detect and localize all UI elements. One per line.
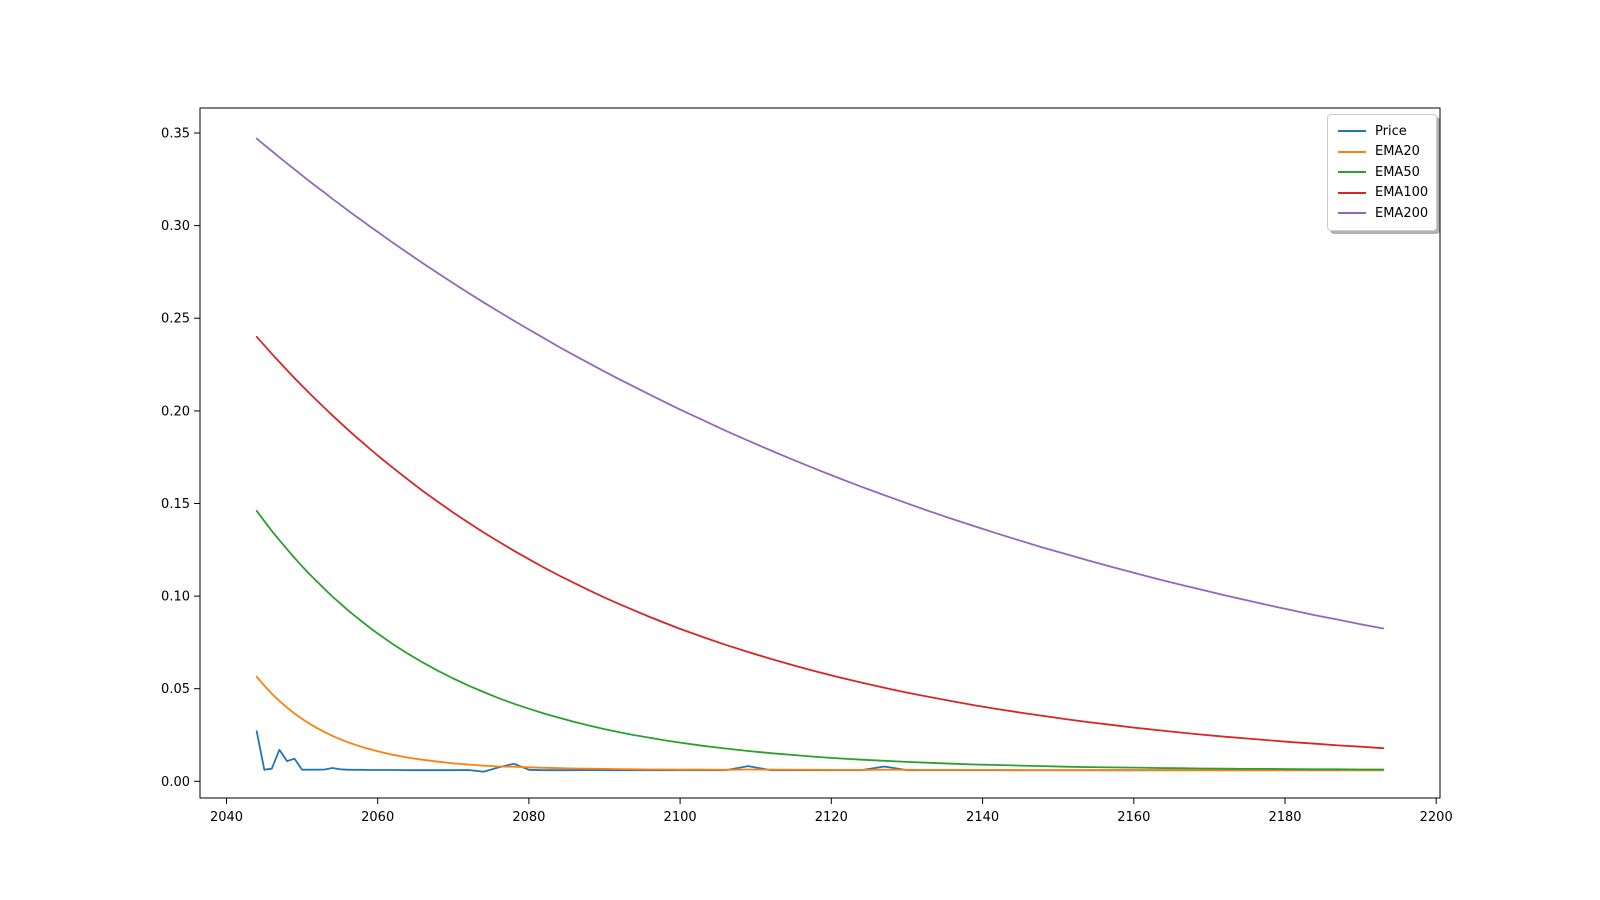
series-line-ema200 (255, 137, 1385, 630)
x-tick-label: 2040 (210, 810, 243, 825)
y-tick-label: 0.20 (161, 404, 190, 419)
x-tick-label: 2120 (815, 810, 848, 825)
legend-label: EMA50 (1375, 164, 1420, 180)
legend-item-ema20: EMA20 (1338, 142, 1426, 163)
x-tick-label: 2060 (361, 810, 394, 825)
x-tick-label: 2080 (512, 810, 545, 825)
legend-item-ema50: EMA50 (1338, 162, 1426, 183)
legend-item-ema200: EMA200 (1338, 203, 1429, 224)
legend-line-swatch (1338, 212, 1366, 215)
y-tick-label: 0.35 (161, 127, 190, 142)
legend-line-swatch (1338, 171, 1366, 174)
y-tick-label: 0.05 (161, 682, 190, 697)
x-tick-label: 2200 (1420, 810, 1453, 825)
y-tick-label: 0.10 (161, 590, 190, 605)
legend-label: EMA100 (1375, 185, 1429, 201)
legend: Price EMA20 EMA50 EMA100 EMA200 (1327, 114, 1437, 231)
legend-line-swatch (1338, 191, 1366, 194)
series-line-ema100 (255, 335, 1385, 750)
legend-line-swatch (1338, 150, 1366, 153)
series-line-ema50 (255, 509, 1385, 771)
x-tick-label: 2160 (1117, 810, 1150, 825)
x-tick-label: 2180 (1268, 810, 1301, 825)
y-tick-label: 0.00 (161, 775, 190, 790)
plot-border (199, 107, 1441, 799)
legend-label: Price (1375, 123, 1407, 139)
y-tick-label: 0.30 (161, 219, 190, 234)
legend-label: EMA200 (1375, 205, 1429, 221)
x-tick-label: 2100 (664, 810, 697, 825)
y-tick-label: 0.15 (161, 497, 190, 512)
x-tick-label: 2140 (966, 810, 999, 825)
legend-line-swatch (1338, 130, 1366, 133)
series-line-ema20 (255, 675, 1385, 772)
legend-item-ema100: EMA100 (1338, 183, 1429, 204)
y-tick-label: 0.25 (161, 312, 190, 327)
legend-label: EMA20 (1375, 144, 1420, 160)
legend-item-price: Price (1338, 121, 1426, 142)
